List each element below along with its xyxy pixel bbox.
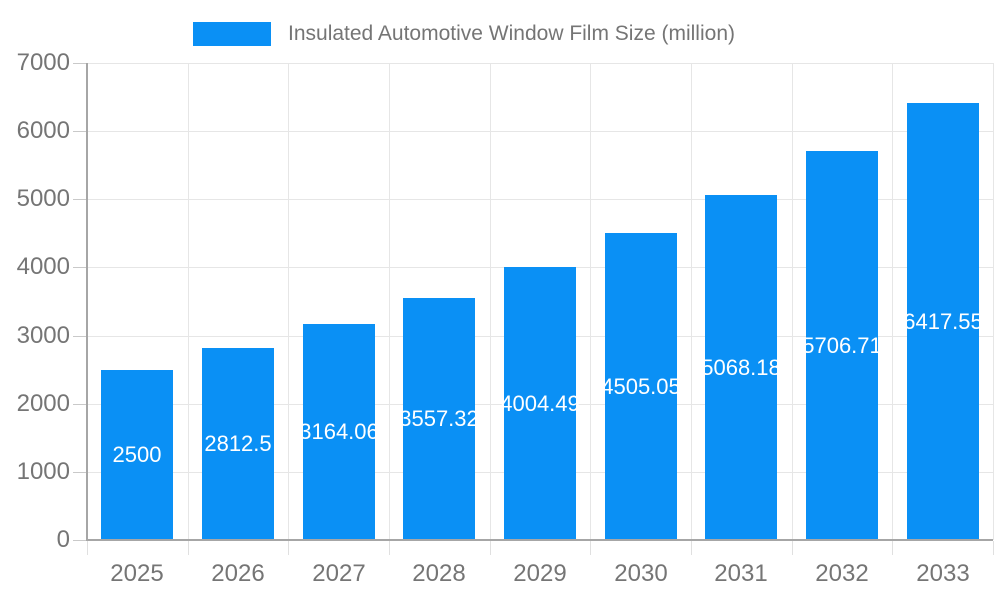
bar-value-label: 2812.5 [204, 431, 272, 456]
x-axis-tick [590, 541, 591, 555]
bar-value-label: 2500 [112, 442, 162, 467]
x-axis-tick [490, 541, 491, 555]
x-axis-line [86, 539, 993, 541]
x-axis-tick [993, 541, 994, 555]
x-axis-tick-label: 2032 [815, 560, 869, 587]
bar: 5706.71 [802, 151, 882, 540]
y-axis-tick-label: 6000 [16, 117, 70, 144]
bar: 4004.49 [500, 267, 580, 540]
bar-value-label: 3164.06 [299, 419, 379, 444]
x-axis-tick [288, 541, 289, 555]
bar-value-label: 5706.71 [802, 332, 882, 358]
bar-value-label: 4505.05 [601, 373, 681, 399]
gridline-horizontal [87, 63, 993, 64]
legend-swatch-icon [193, 22, 271, 46]
gridline-vertical [288, 63, 289, 540]
y-axis-tick-label: 2000 [16, 390, 70, 417]
y-axis-tick-label: 0 [56, 526, 70, 553]
x-axis-tick-label: 2027 [312, 560, 366, 587]
gridline-vertical [993, 63, 994, 540]
y-axis-tick-label: 1000 [16, 458, 70, 485]
y-axis-tick [73, 267, 87, 268]
x-axis-tick-label: 2033 [916, 560, 970, 587]
bar: 2500 [101, 370, 173, 540]
x-axis-tick-label: 2026 [211, 560, 265, 587]
x-axis-tick [188, 541, 189, 555]
gridline-vertical [590, 63, 591, 540]
x-axis-tick [389, 541, 390, 555]
y-axis-tick [73, 404, 87, 405]
y-axis-tick [73, 63, 87, 64]
y-axis-tick-label: 4000 [16, 253, 70, 280]
y-axis-tick [73, 199, 87, 200]
gridline-vertical [691, 63, 692, 540]
x-axis-tick-label: 2030 [614, 560, 668, 587]
x-axis-tick [691, 541, 692, 555]
y-axis-line [86, 63, 88, 541]
gridline-vertical [792, 63, 793, 540]
y-axis-tick [73, 540, 87, 541]
gridline-vertical [490, 63, 491, 540]
legend[interactable]: Insulated Automotive Window Film Size (m… [193, 21, 735, 47]
bar: 3164.06 [299, 324, 379, 540]
y-axis-tick [73, 472, 87, 473]
y-axis-tick [73, 131, 87, 132]
y-axis-tick-label: 7000 [16, 49, 70, 76]
gridline-vertical [188, 63, 189, 540]
x-axis-tick-label: 2028 [412, 560, 466, 587]
legend-label: Insulated Automotive Window Film Size (m… [288, 22, 735, 45]
x-axis-tick-label: 2025 [110, 560, 164, 587]
x-axis-tick [792, 541, 793, 555]
bar: 6417.55 [903, 103, 983, 540]
bar: 3557.32 [399, 298, 479, 540]
bar: 5068.18 [701, 195, 781, 540]
x-axis-tick-label: 2031 [714, 560, 768, 587]
y-axis-tick-label: 5000 [16, 185, 70, 212]
gridline-horizontal [87, 199, 993, 200]
gridline-vertical [892, 63, 893, 540]
bar: 4505.05 [601, 233, 681, 540]
x-axis-tick [892, 541, 893, 555]
bar: 2812.5 [202, 348, 274, 540]
x-axis-tick [87, 541, 88, 555]
y-axis-tick-label: 3000 [16, 322, 70, 349]
gridline-vertical [389, 63, 390, 540]
bar-value-label: 5068.18 [701, 354, 781, 380]
x-axis-tick-label: 2029 [513, 560, 567, 587]
gridline-horizontal [87, 131, 993, 132]
y-axis-tick [73, 336, 87, 337]
bar-value-label: 3557.32 [399, 406, 479, 431]
bar-value-label: 6417.55 [903, 308, 983, 334]
bar-value-label: 4004.49 [500, 390, 580, 416]
